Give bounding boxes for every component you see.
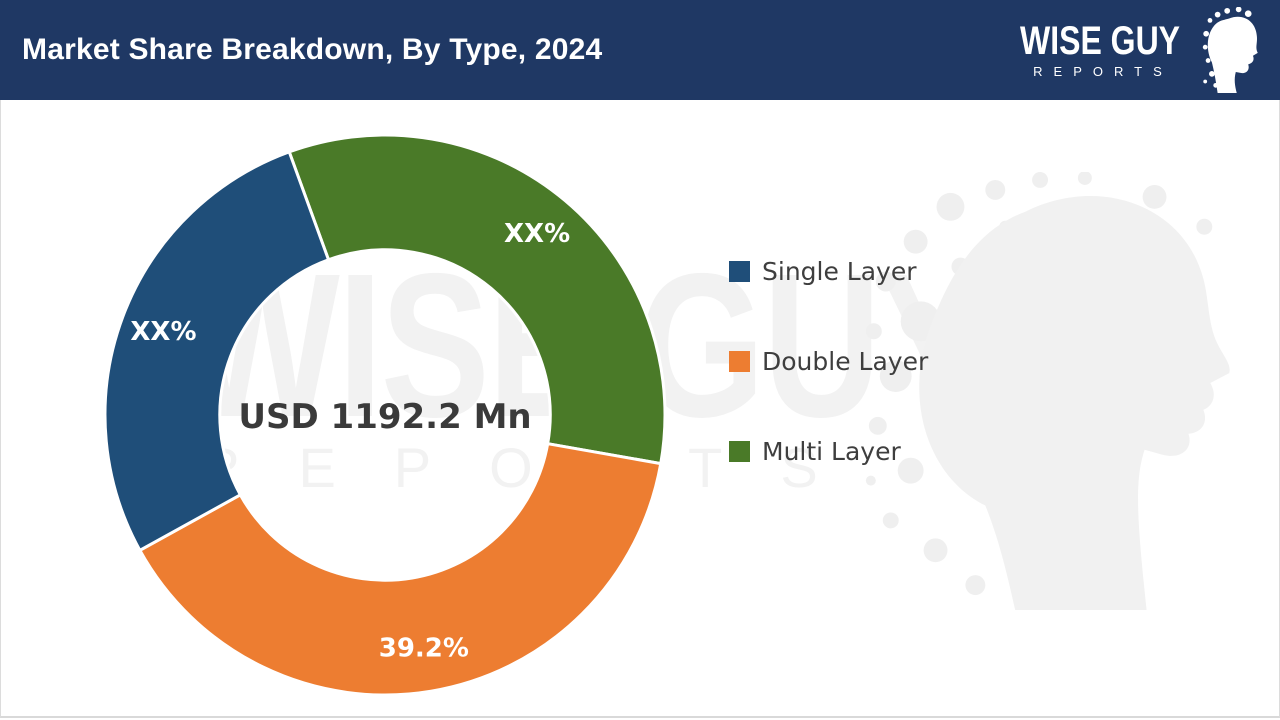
legend-item: Double Layer [729,346,929,376]
legend-label: Multi Layer [762,436,901,466]
legend-swatch [729,350,750,372]
chart-legend: Single Layer Double Layer Multi Layer [729,256,929,528]
donut-segment [287,133,667,466]
chart-center-value: USD 1192.2 Mn [238,397,531,437]
logo-subtext: REPORTS [1033,64,1173,79]
donut-chart: XX% 39.2% XX% USD 1192.2 Mn [103,133,667,697]
legend-item: Multi Layer [729,436,928,466]
header-bar: Market Share Breakdown, By Type, 2024 WI… [0,0,1280,100]
legend-label: Double Layer [762,346,929,376]
donut-segment [103,149,331,553]
watermark-face-icon [865,172,1230,610]
page-title: Market Share Breakdown, By Type, 2024 [22,33,603,66]
segment-label: XX% [504,219,570,249]
donut-segment [137,441,663,697]
segment-label: 39.2% [379,633,469,663]
legend-swatch [729,260,750,282]
legend-item: Single Layer [729,256,928,286]
segment-label: XX% [130,317,196,347]
logo-text: WISE GUY REPORTS [1000,21,1200,79]
wiseguy-logo: WISE GUY REPORTS [1000,7,1260,93]
logo-wordmark: WISE GUY [1019,19,1180,63]
wiseguy-face-logo-icon [1202,7,1258,93]
legend-swatch [729,440,750,462]
legend-label: Single Layer [762,256,917,286]
